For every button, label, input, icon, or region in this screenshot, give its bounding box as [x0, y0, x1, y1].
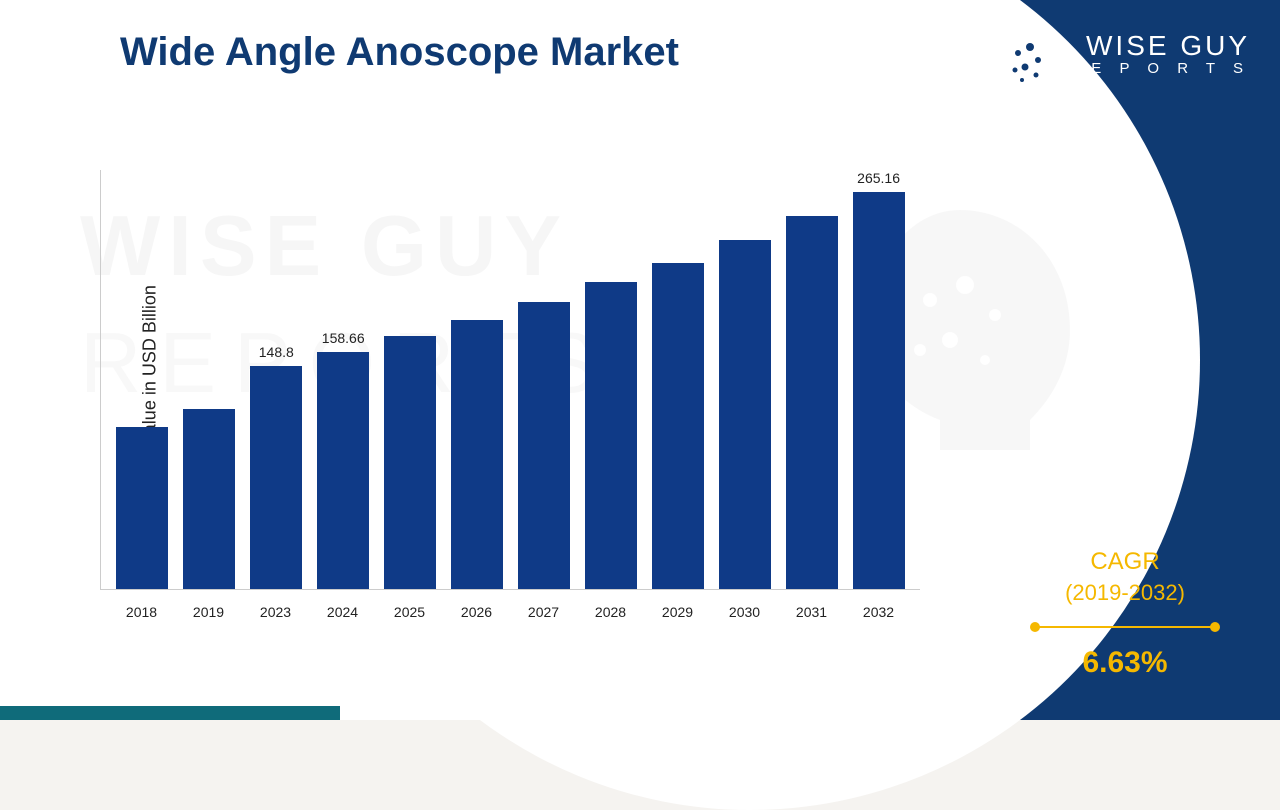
- x-tick-label: 2025: [376, 604, 443, 620]
- bar: [585, 282, 637, 589]
- bar: [183, 409, 235, 589]
- bar: [853, 192, 905, 589]
- bar-wrap: 158.66: [310, 170, 377, 589]
- logo-head-icon: [990, 25, 1060, 105]
- plot-area: 148.8 158.66 265.16: [100, 170, 920, 590]
- x-tick-label: 2030: [711, 604, 778, 620]
- bar-wrap: [109, 170, 176, 589]
- bar-value-label: 148.8: [259, 344, 294, 360]
- x-tick-label: 2024: [309, 604, 376, 620]
- bar-value-label: 158.66: [322, 330, 365, 346]
- bar-value-label: 265.16: [857, 170, 900, 186]
- x-tick-label: 2026: [443, 604, 510, 620]
- bar-wrap: [511, 170, 578, 589]
- bar: [250, 366, 302, 589]
- bar-wrap: [644, 170, 711, 589]
- x-tick-label: 2031: [778, 604, 845, 620]
- bar-wrap: [176, 170, 243, 589]
- x-tick-label: 2032: [845, 604, 912, 620]
- logo-sub-text: R E P O R T S: [1062, 60, 1250, 77]
- cagr-divider: [1035, 626, 1215, 628]
- x-tick-label: 2028: [577, 604, 644, 620]
- bar-wrap: [377, 170, 444, 589]
- bar: [719, 240, 771, 589]
- x-tick-label: 2023: [242, 604, 309, 620]
- brand-logo: WISE GUY R E P O R T S: [1062, 30, 1250, 77]
- bar-wrap: 265.16: [845, 170, 912, 589]
- x-tick-label: 2027: [510, 604, 577, 620]
- cagr-range: (2019-2032): [1010, 580, 1240, 606]
- bar: [652, 263, 704, 589]
- bar: [518, 302, 570, 589]
- bar-wrap: 148.8: [243, 170, 310, 589]
- cagr-box: CAGR (2019-2032) 6.63%: [1010, 548, 1240, 680]
- x-axis-labels: 2018201920232024202520262027202820292030…: [100, 604, 920, 620]
- footer-accent-bar: [0, 706, 340, 720]
- bar: [786, 216, 838, 589]
- x-tick-label: 2019: [175, 604, 242, 620]
- bar-wrap: [577, 170, 644, 589]
- bar-chart: Market Value in USD Billion 148.8158.662…: [50, 160, 920, 630]
- cagr-title: CAGR: [1010, 548, 1240, 576]
- cagr-value: 6.63%: [1010, 646, 1240, 680]
- bar-wrap: [444, 170, 511, 589]
- bars-container: 148.8 158.66 265.16: [101, 170, 920, 589]
- chart-title: Wide Angle Anoscope Market: [120, 30, 679, 75]
- x-tick-label: 2029: [644, 604, 711, 620]
- logo-main-text: WISE GUY: [1062, 30, 1250, 62]
- bar: [116, 427, 168, 589]
- bar: [384, 336, 436, 589]
- bar: [451, 320, 503, 589]
- bar-wrap: [711, 170, 778, 589]
- bar-wrap: [778, 170, 845, 589]
- bar: [317, 352, 369, 589]
- x-tick-label: 2018: [108, 604, 175, 620]
